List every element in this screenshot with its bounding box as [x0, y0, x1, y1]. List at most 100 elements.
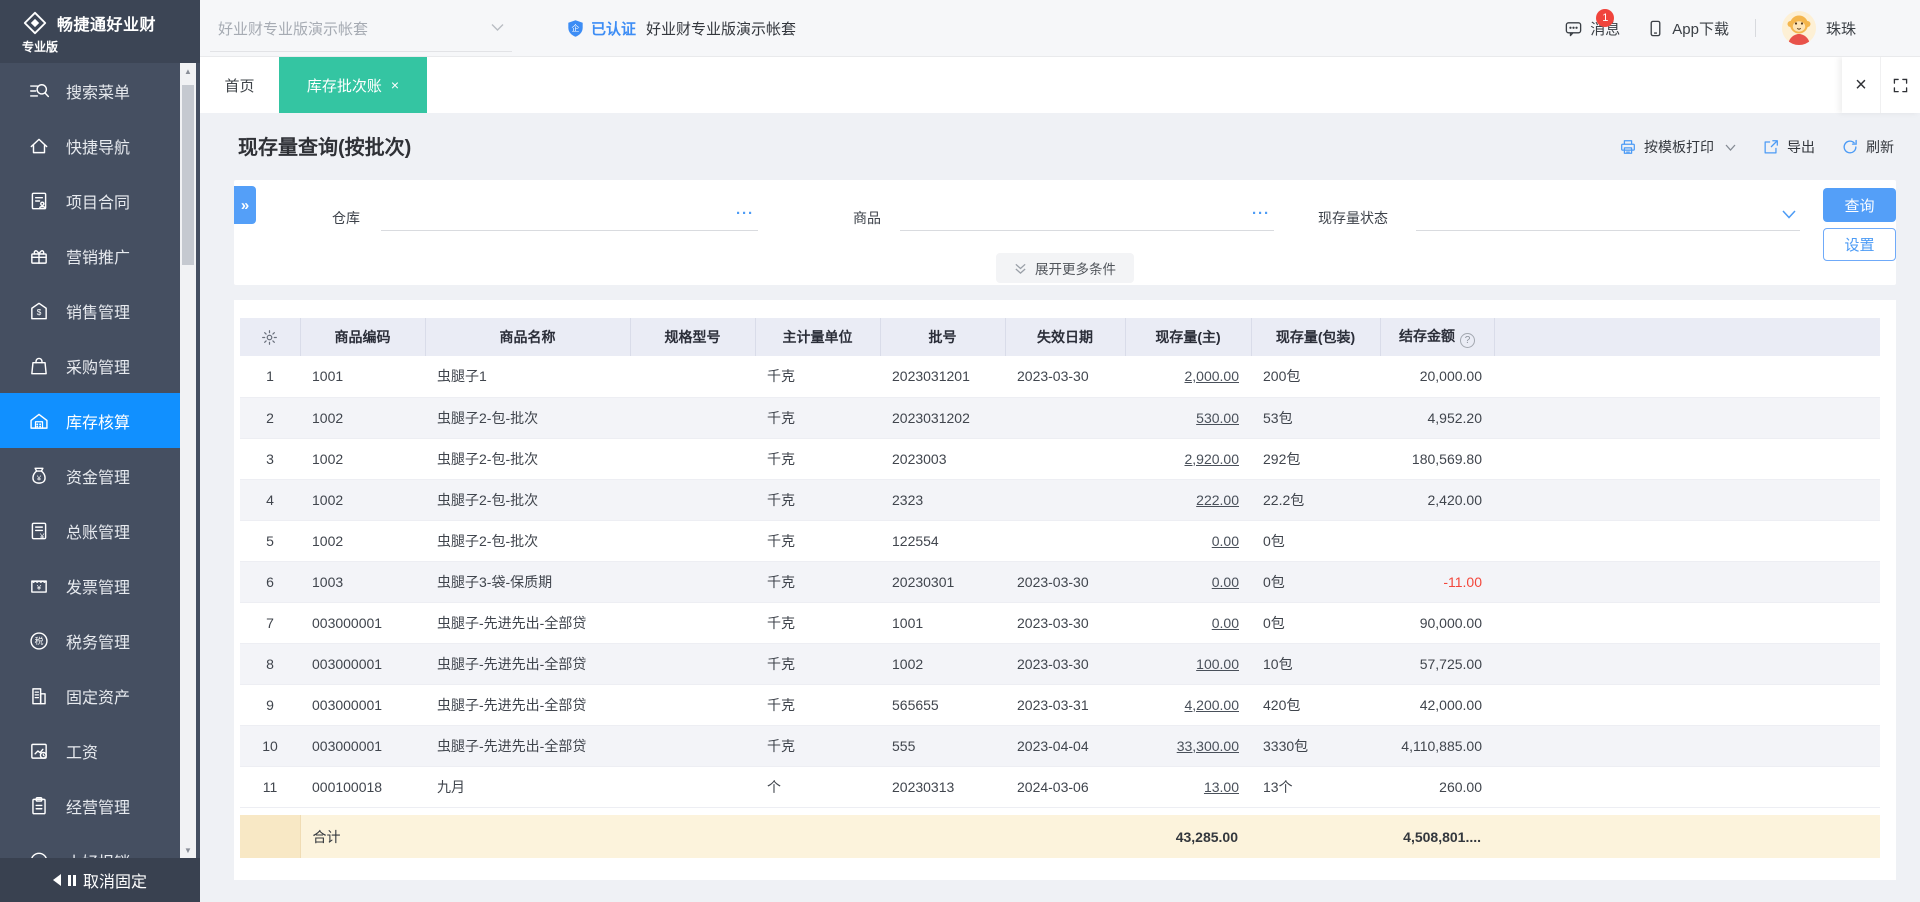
chevron-down-icon[interactable] [1782, 210, 1796, 219]
table-row: 5 1002 虫腿子2-包-批次 千克 122554 0.00 0包 [240, 520, 1880, 562]
collapse-panel-button[interactable]: » [234, 186, 256, 224]
cell-qty-main: 13.00 [1125, 766, 1251, 808]
ellipsis-picker-icon[interactable]: ··· [1252, 205, 1270, 222]
qty-drilldown-link[interactable]: 4,200.00 [1184, 696, 1240, 713]
unpin-sidebar-button[interactable]: 取消固定 [0, 858, 200, 902]
warehouse-input[interactable]: ··· [381, 198, 758, 231]
fullscreen-icon[interactable] [1881, 57, 1920, 113]
col-header[interactable]: 主计量单位 [755, 318, 881, 356]
cell-batch: 2023031202 [880, 397, 1005, 439]
cell-product-name: 虫腿子2-包-批次 [425, 438, 630, 480]
svg-text:¥: ¥ [40, 531, 45, 540]
sidebar-item-4[interactable]: 营销推广 [0, 228, 180, 283]
cell-filler [1494, 356, 1880, 398]
scroll-up-icon[interactable]: ▲ [184, 66, 192, 76]
col-header[interactable]: 规格型号 [630, 318, 756, 356]
qty-drilldown-link[interactable]: 222.00 [1196, 491, 1239, 508]
row-index: 9 [240, 684, 300, 726]
cell-product-name: 虫腿子1 [425, 356, 630, 398]
qty-drilldown-link[interactable]: 0.00 [1211, 573, 1239, 590]
sidebar-item-14[interactable]: 经营管理 [0, 778, 180, 833]
sidebar-item-3[interactable]: 项目合同 [0, 173, 180, 228]
table-row: 2 1002 虫腿子2-包-批次 千克 2023031202 530.00 53包 4,952… [240, 397, 1880, 439]
cell-amount: 4,952.20 [1380, 397, 1494, 439]
scroll-down-icon[interactable]: ▼ [184, 845, 192, 855]
shield-icon: 企 [568, 19, 583, 37]
sidebar-item-6[interactable]: 采购管理 [0, 338, 180, 393]
col-header[interactable]: 批号 [880, 318, 1006, 356]
cell-product-code: 003000001 [300, 643, 425, 685]
cell-batch: 1001 [880, 602, 1005, 644]
sidebar-scrollbar[interactable]: ▲ ▼ [180, 63, 196, 858]
product-input[interactable]: ··· [900, 198, 1274, 231]
close-icon[interactable]: × [390, 77, 400, 93]
sidebar-item-7[interactable]: 库存核算 [0, 393, 180, 448]
qty-drilldown-link[interactable]: 13.00 [1203, 778, 1239, 795]
qty-drilldown-link[interactable]: 100.00 [1196, 655, 1239, 672]
cell-product-code: 003000001 [300, 725, 425, 767]
column-settings-button[interactable] [240, 318, 301, 356]
cell-product-name: 虫腿子-先进先出-全部贷 [425, 643, 630, 685]
cell-amount: 20,000.00 [1380, 356, 1494, 398]
qty-drilldown-link[interactable]: 33,300.00 [1176, 737, 1239, 754]
cell-unit: 千克 [755, 643, 880, 685]
col-header[interactable]: 失效日期 [1005, 318, 1126, 356]
tab-home[interactable]: 首页 [224, 77, 255, 95]
settings-button[interactable]: 设置 [1823, 228, 1896, 261]
total-row: 合计 43,285.00 4,508,801.... [240, 815, 1880, 858]
expand-more-conditions-button[interactable]: 展开更多条件 [996, 253, 1134, 283]
refresh-button[interactable]: 刷新 [1841, 137, 1894, 157]
ellipsis-picker-icon[interactable]: ··· [736, 205, 754, 222]
cell-product-name: 虫腿子-先进先出-全部贷 [425, 684, 630, 726]
sidebar-item-2[interactable]: 快捷导航 [0, 118, 180, 173]
qty-drilldown-link[interactable]: 0.00 [1211, 614, 1239, 631]
sidebar-item-label: 固定资产 [66, 689, 131, 707]
cell-qty-package: 0包 [1251, 561, 1380, 603]
export-button[interactable]: 导出 [1762, 137, 1815, 157]
app-download-button[interactable]: App下载 [1646, 18, 1729, 39]
col-header[interactable]: 现存量(主) [1125, 318, 1252, 356]
sidebar-item-9[interactable]: ¥ 总账管理 [0, 503, 180, 558]
scrollbar-thumb[interactable] [182, 85, 194, 265]
col-header[interactable]: 现存量(包装) [1251, 318, 1381, 356]
query-button[interactable]: 查询 [1823, 188, 1896, 222]
app-logo[interactable]: 畅捷通好业财 专业版 [0, 0, 200, 63]
stock-status-select[interactable] [1416, 198, 1800, 231]
sidebar-item-5[interactable]: $ 销售管理 [0, 283, 180, 338]
row-index: 3 [240, 438, 300, 480]
qty-drilldown-link[interactable]: 0.00 [1211, 532, 1239, 549]
sidebar-item-13[interactable]: 工资 [0, 723, 180, 778]
col-header[interactable]: 商品编码 [300, 318, 426, 356]
col-header[interactable]: 商品名称 [425, 318, 631, 356]
verified-label: 已认证 [591, 20, 637, 38]
cell-expiry: 2023-03-30 [1005, 602, 1125, 644]
account-selector[interactable]: 好业财专业版演示帐套 [210, 0, 512, 56]
question-icon[interactable]: ? [1460, 333, 1475, 348]
user-menu[interactable]: 珠珠 [1781, 11, 1856, 45]
sidebar-item-12[interactable]: 固定资产 [0, 668, 180, 723]
cell-expiry: 2024-03-06 [1005, 766, 1125, 808]
cell-amount: 90,000.00 [1380, 602, 1494, 644]
monkey-avatar [1781, 11, 1816, 45]
messages-button[interactable]: 消息 1 [1564, 8, 1620, 39]
col-header[interactable]: 结存金额? [1380, 318, 1495, 356]
qty-drilldown-link[interactable]: 2,920.00 [1184, 450, 1240, 467]
qty-drilldown-link[interactable]: 2,000.00 [1184, 368, 1240, 385]
print-by-template-button[interactable]: 按模板打印 [1619, 137, 1736, 157]
sidebar-item-11[interactable]: 税 税务管理 [0, 613, 180, 668]
sidebar-item-8[interactable]: ¥ 资金管理 [0, 448, 180, 503]
brand-logo-icon [22, 10, 48, 36]
chevron-down-icon[interactable] [1721, 144, 1736, 151]
table-row: 3 1002 虫腿子2-包-批次 千克 2023003 2,920.00 292包 180,5… [240, 438, 1880, 480]
cell-spec [630, 438, 755, 480]
sidebar-item-15[interactable]: 小好报销 [0, 833, 180, 858]
qty-drilldown-link[interactable]: 530.00 [1196, 409, 1239, 426]
cell-unit: 千克 [755, 684, 880, 726]
cell-expiry: 2023-03-30 [1005, 561, 1125, 603]
sidebar-item-1[interactable]: 搜索菜单 [0, 63, 180, 118]
row-index: 5 [240, 520, 300, 562]
sidebar-item-10[interactable]: ¥ 发票管理 [0, 558, 180, 613]
tab-inventory-batch[interactable]: 库存批次账 × [279, 57, 427, 113]
close-icon[interactable]: × [1842, 57, 1881, 113]
row-index: 1 [240, 356, 300, 398]
